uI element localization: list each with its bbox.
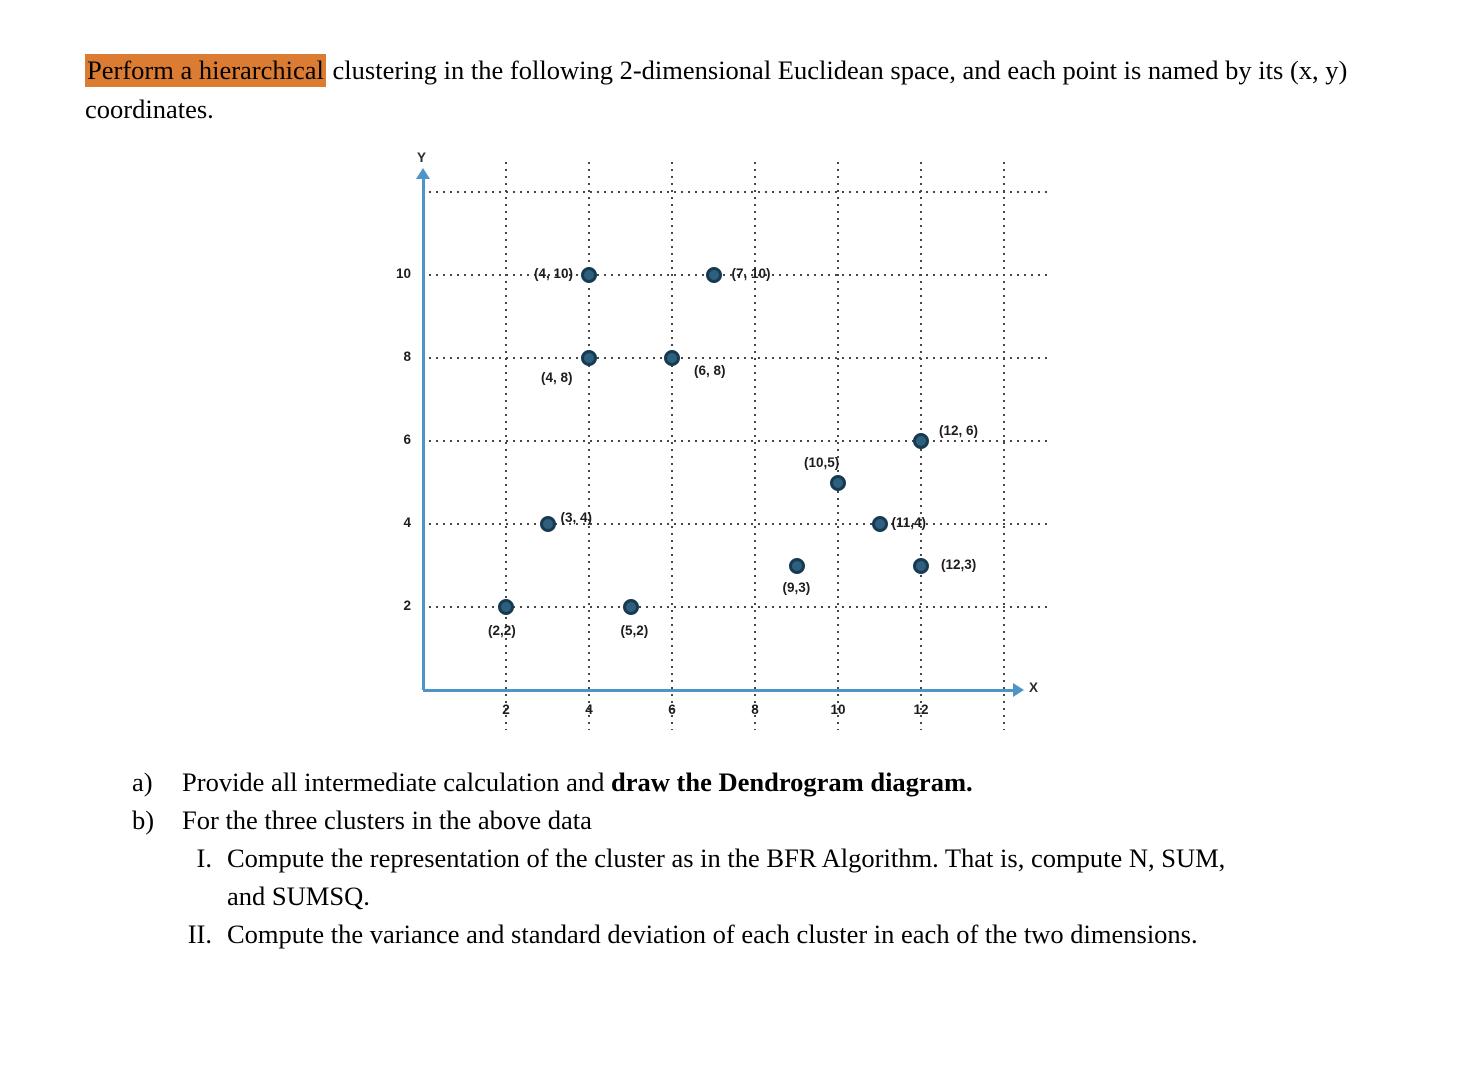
question-a-text-normal: Provide all intermediate calculation and	[182, 767, 611, 797]
question-b-label: b)	[132, 804, 155, 835]
data-point	[705, 267, 722, 283]
item-1-text: Compute the representation of the cluste…	[227, 843, 1226, 911]
x-axis	[423, 689, 1015, 692]
gridline-horizontal	[429, 440, 1049, 442]
problem-statement-text: clustering in the following 2-dimensiona…	[85, 54, 1348, 124]
data-point	[830, 474, 846, 491]
point-label: (7, 10)	[731, 266, 771, 281]
question-b-text: For the three clusters in the above data	[182, 804, 592, 835]
y-tick-label: 4	[403, 515, 411, 530]
point-label: (5,2)	[620, 623, 649, 638]
problem-statement: Perform a hierarchical clustering in the…	[85, 51, 1385, 129]
question-a: a) Provide all intermediate calculation …	[132, 764, 1382, 802]
data-point	[664, 350, 680, 366]
gridline-horizontal	[429, 357, 1049, 359]
point-label: (12,3)	[941, 556, 977, 572]
y-axis-arrow	[416, 168, 430, 179]
gridline-horizontal	[429, 274, 1049, 276]
gridline-horizontal	[429, 523, 1049, 525]
data-point	[871, 516, 888, 532]
gridline-vertical	[754, 162, 756, 730]
question-a-text: Provide all intermediate calculation and…	[182, 764, 973, 802]
point-label: (11,4)	[891, 515, 927, 530]
y-tick-label: 2	[403, 598, 411, 613]
gridline-vertical	[1003, 162, 1005, 730]
y-axis	[422, 178, 425, 690]
data-point	[581, 350, 597, 366]
gridline-vertical	[588, 162, 590, 730]
gridline-horizontal	[429, 191, 1049, 193]
x-axis-label: X	[1029, 680, 1039, 695]
data-point	[913, 433, 929, 449]
data-point	[498, 599, 514, 615]
item-1-numeral: I.	[196, 843, 212, 873]
y-axis-label: Y	[417, 150, 427, 165]
point-label: (9,3)	[782, 579, 811, 595]
point-label: (2,2)	[488, 623, 516, 638]
x-tick-label: 12	[913, 702, 929, 717]
data-point	[539, 516, 556, 532]
question-b: b) For the three clusters in the above d…	[132, 802, 1382, 840]
y-tick-label: 8	[403, 349, 411, 364]
highlighted-text: Perform a hierarchical	[85, 53, 326, 87]
x-tick-label: 8	[751, 702, 759, 717]
x-tick-label: 6	[668, 702, 676, 717]
item-2-numeral: II.	[187, 919, 212, 949]
point-label: (3, 4)	[560, 510, 593, 525]
item-2-text: Compute the variance and standard deviat…	[227, 919, 1198, 949]
x-tick-label: 10	[830, 702, 846, 717]
data-point	[581, 267, 597, 283]
gridline-vertical	[505, 162, 507, 730]
question-b-item-2: II. Compute the variance and standard de…	[166, 916, 1382, 954]
gridline-vertical	[671, 162, 673, 730]
question-a-text-bold: draw the Dendrogram diagram.	[611, 767, 973, 797]
data-point	[788, 557, 805, 574]
point-label: (6, 8)	[694, 363, 726, 378]
x-axis-arrow	[1013, 683, 1024, 697]
x-tick-label: 2	[502, 702, 510, 717]
scatter-plot: Y X 2 4 6 8 10 12 10 8 6 4 2 (4, 10) (7, 10) (4, 8) (6, …	[385, 150, 1075, 750]
y-tick-label: 6	[403, 432, 411, 447]
question-b-item-1: I. Compute the representation of the clu…	[166, 840, 1382, 915]
questions-list: a) Provide all intermediate calculation …	[132, 764, 1382, 954]
point-label: (12, 6)	[939, 423, 979, 438]
point-label: (4, 8)	[541, 370, 573, 385]
point-label: (4, 10)	[534, 266, 574, 281]
data-point	[913, 557, 929, 574]
point-label: (10,5)	[804, 454, 840, 470]
gridline-horizontal	[429, 606, 1049, 608]
y-tick-label: 10	[395, 266, 411, 281]
gridline-vertical	[837, 162, 839, 730]
data-point	[622, 599, 639, 615]
question-a-label: a)	[132, 767, 153, 797]
x-tick-label: 4	[585, 702, 593, 717]
